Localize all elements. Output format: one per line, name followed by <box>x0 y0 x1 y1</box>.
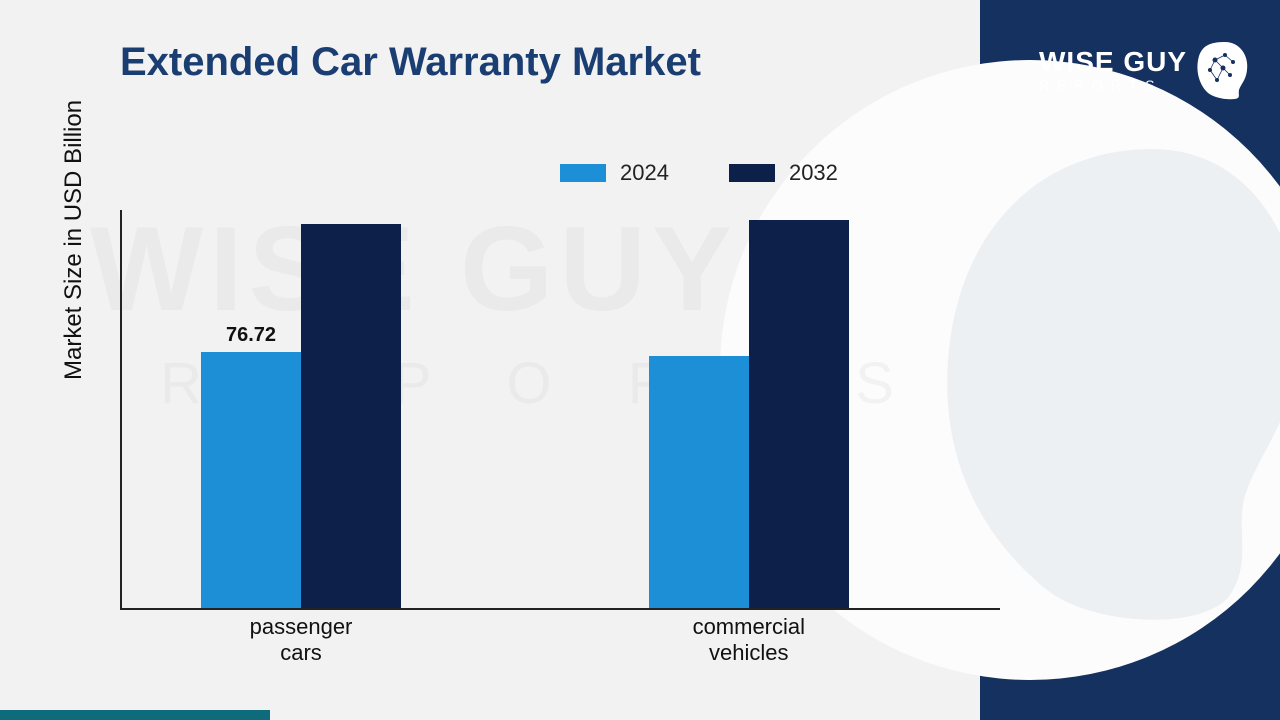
legend-swatch-2024 <box>560 164 606 182</box>
bar-value-label: 76.72 <box>226 324 276 347</box>
legend-label-2032: 2032 <box>789 160 838 186</box>
legend-item-2024: 2024 <box>560 160 669 186</box>
x-label-commercial-vehicles: commercial vehicles <box>649 608 849 667</box>
bar-passenger-2024: 76.72 <box>201 352 301 608</box>
bar-commercial-2024 <box>649 356 749 608</box>
x-label-passenger-cars: passenger cars <box>201 608 401 667</box>
bar-passenger-2032 <box>301 224 401 608</box>
legend-swatch-2032 <box>729 164 775 182</box>
y-axis-label: Market Size in USD Billion <box>60 100 88 380</box>
brand-logo: WISE GUY REPORTS <box>1039 40 1250 100</box>
bar-commercial-2032 <box>749 220 849 608</box>
logo-text-line2: REPORTS <box>1039 78 1187 92</box>
logo-text-line1: WISE GUY <box>1039 48 1187 76</box>
footer-accent-bar <box>0 710 270 720</box>
chart-legend: 2024 2032 <box>560 160 838 186</box>
bar-group-commercial-vehicles: commercial vehicles <box>649 220 849 608</box>
legend-item-2032: 2032 <box>729 160 838 186</box>
legend-label-2024: 2024 <box>620 160 669 186</box>
chart-plot-area: 76.72 passenger cars commercial vehicles <box>120 210 1000 610</box>
chart-title: Extended Car Warranty Market <box>120 40 701 85</box>
head-icon <box>1195 40 1250 100</box>
bar-group-passenger-cars: 76.72 passenger cars <box>201 224 401 608</box>
